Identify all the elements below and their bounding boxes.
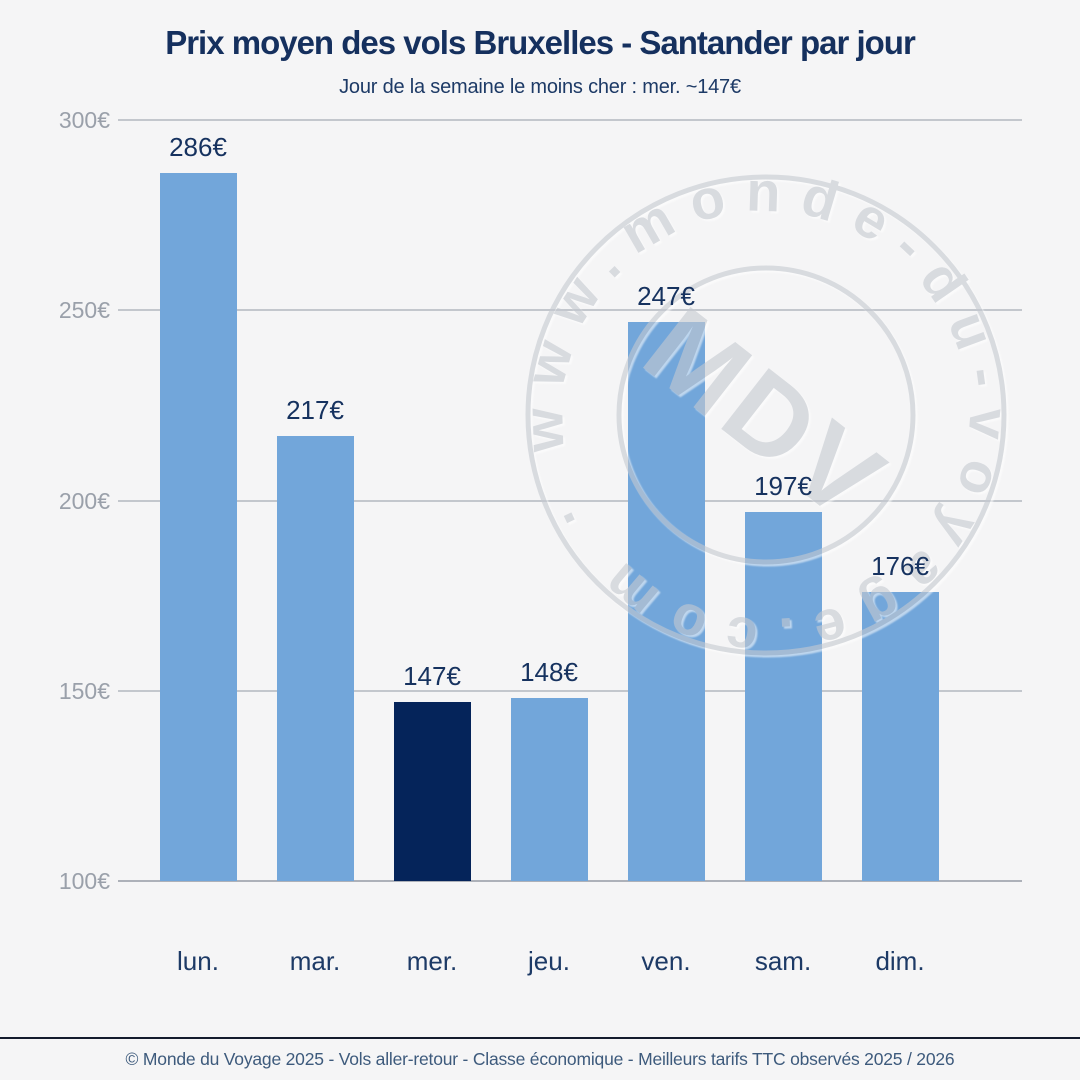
bar-mar xyxy=(277,436,354,881)
y-axis-tick-label-300: 300€ xyxy=(58,107,110,133)
y-axis-tick-label-100: 100€ xyxy=(58,868,110,894)
bar-mer xyxy=(394,702,471,881)
x-axis-label-sam: sam. xyxy=(754,946,812,976)
x-axis-label-jeu: jeu. xyxy=(528,946,570,976)
footer-copyright-text: © Monde du Voyage 2025 - Vols aller-reto… xyxy=(125,1049,955,1069)
bar-sam xyxy=(745,512,822,881)
x-axis-label-lun: lun. xyxy=(177,946,219,976)
footer-divider-line xyxy=(0,1037,1080,1039)
bar-value-label-dim: 176€ xyxy=(871,551,929,581)
bar-value-label-mar: 217€ xyxy=(286,395,344,425)
gridline-150 xyxy=(118,689,1022,692)
gridline-250 xyxy=(118,309,1022,312)
gridline-300 xyxy=(118,119,1022,121)
x-axis-label-ven: ven. xyxy=(641,946,691,976)
gridline-100 xyxy=(118,880,1022,882)
bar-value-label-lun: 286€ xyxy=(169,132,227,162)
x-axis-label-mer: mer. xyxy=(406,946,458,976)
bar-value-label-jeu: 148€ xyxy=(520,657,578,687)
x-axis-label-mar: mar. xyxy=(289,946,341,976)
y-axis-tick-label-200: 200€ xyxy=(58,487,110,514)
x-axis-label-dim: dim. xyxy=(875,946,925,976)
bar-lun xyxy=(160,173,237,881)
bar-ven xyxy=(628,322,705,881)
chart-subtitle: Jour de la semaine le moins cher : mer. … xyxy=(339,76,741,98)
chart-title: Prix moyen des vols Bruxelles - Santande… xyxy=(165,24,916,61)
bar-value-label-ven: 247€ xyxy=(637,281,695,311)
gridline-200 xyxy=(118,499,1022,502)
bar-jeu xyxy=(511,698,588,881)
bar-value-label-sam: 197€ xyxy=(754,471,812,501)
bar-value-label-mer: 147€ xyxy=(403,661,461,691)
bar-dim xyxy=(862,592,939,881)
y-axis-tick-label-250: 250€ xyxy=(58,297,110,324)
y-axis-tick-label-150: 150€ xyxy=(58,677,110,704)
